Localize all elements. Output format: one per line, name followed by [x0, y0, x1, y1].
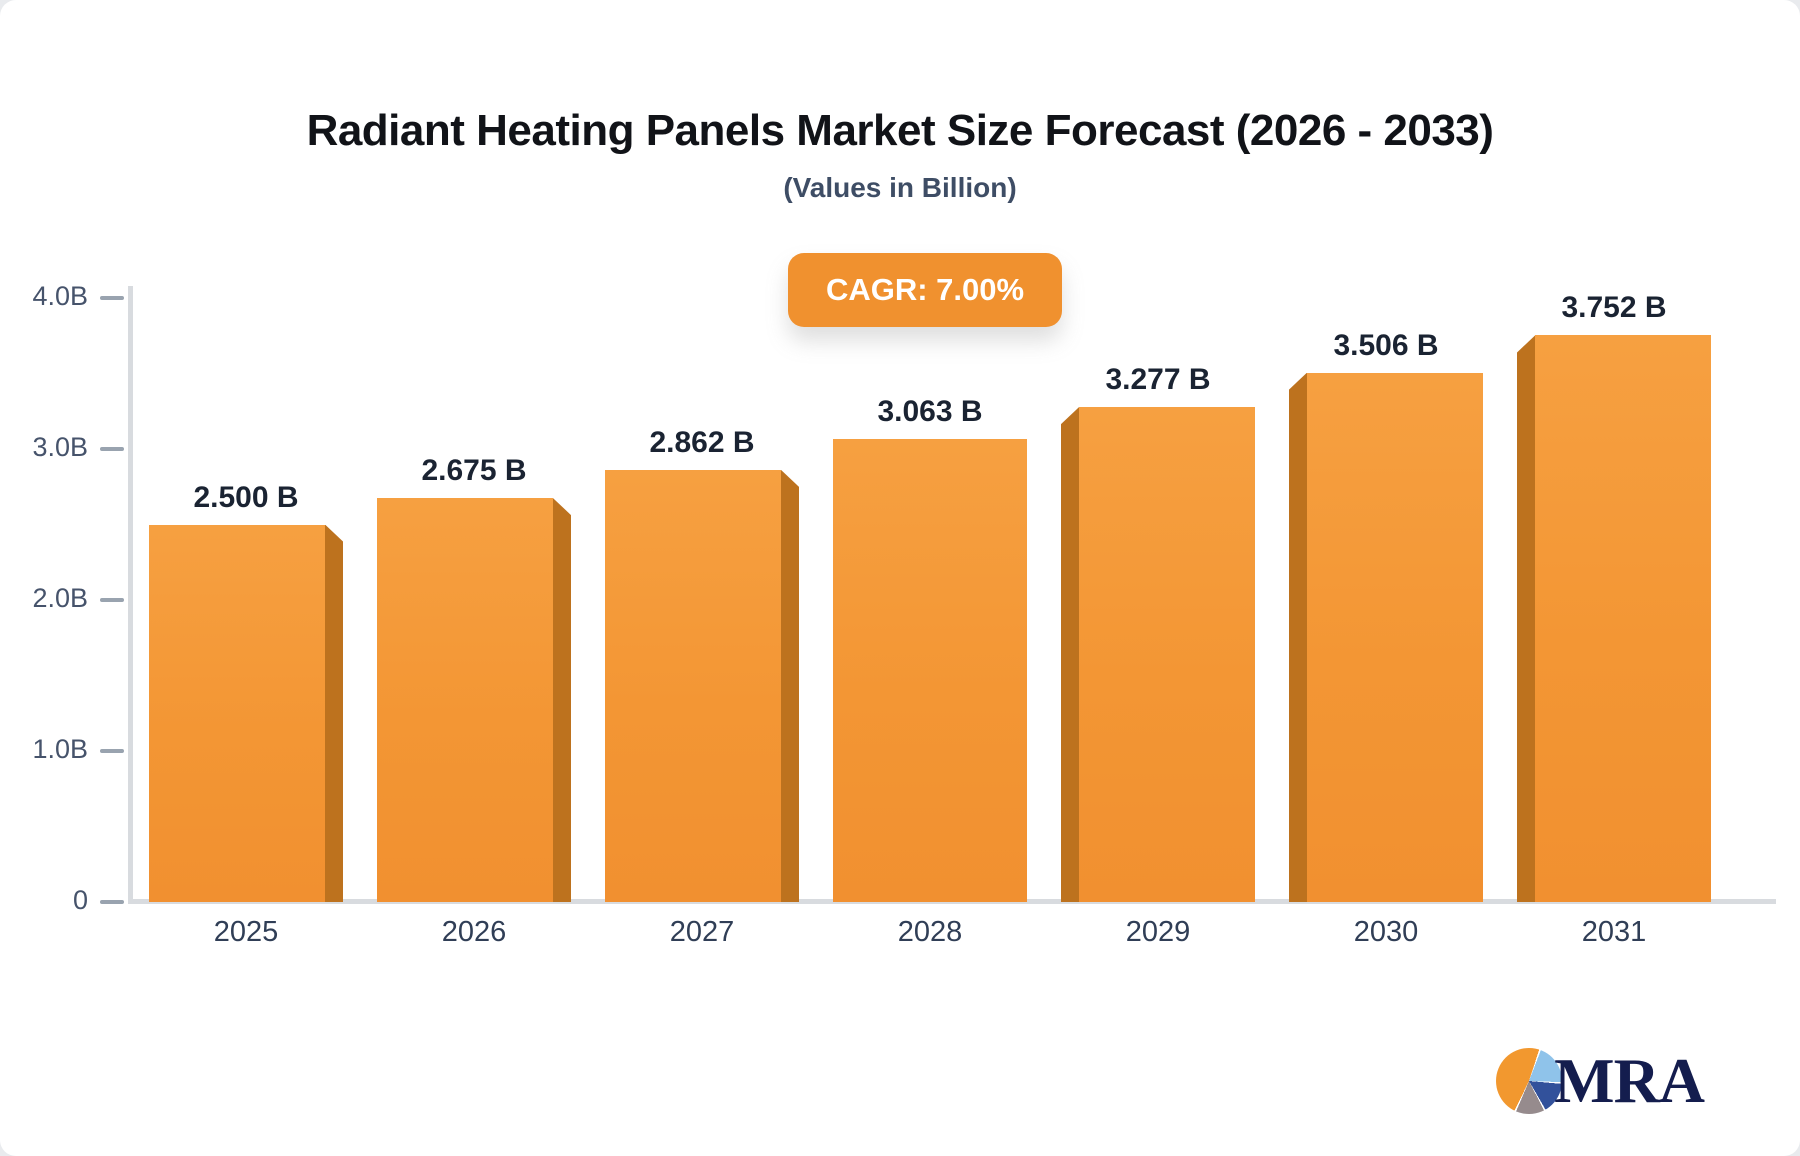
pie-chart-icon: [1496, 1048, 1563, 1114]
x-tick-label: 2025: [213, 916, 279, 948]
bar: [1079, 407, 1255, 902]
y-axis-line: [128, 286, 133, 903]
bar-value-label: 2.675 B: [421, 454, 527, 488]
bar: [833, 439, 1027, 902]
bar: [149, 524, 325, 902]
y-tick-mark: [100, 296, 124, 300]
logo-text: MRA: [1554, 1045, 1705, 1116]
x-tick-label: 2026: [441, 916, 507, 948]
x-tick-label: 2030: [1353, 916, 1419, 948]
chart-title: Radiant Heating Panels Market Size Forec…: [306, 106, 1494, 155]
x-tick-label: 2028: [897, 916, 963, 948]
x-tick-label: 2027: [669, 916, 735, 948]
bar-3d-side-face: [325, 524, 343, 902]
bar: [377, 498, 553, 902]
bar-value-label: 3.063 B: [877, 395, 983, 429]
bar-3d-side-face: [1517, 335, 1535, 902]
bar: [1535, 335, 1711, 902]
x-tick-label: 2029: [1125, 916, 1191, 948]
bar-3d-side-face: [1289, 372, 1307, 902]
chart-subtitle: (Values in Billion): [783, 172, 1017, 203]
y-tick-label: 2.0B: [32, 583, 88, 613]
mra-logo: MRA: [1496, 1045, 1705, 1116]
bar-value-label: 3.277 B: [1105, 363, 1211, 397]
y-tick-label: 1.0B: [32, 734, 88, 764]
bar-3d-side-face: [1061, 407, 1079, 902]
y-tick-mark: [100, 447, 124, 451]
bar-value-label: 3.752 B: [1561, 291, 1667, 325]
y-tick-mark: [100, 749, 124, 753]
cagr-badge: CAGR: 7.00%: [788, 253, 1062, 327]
y-tick-mark: [100, 598, 124, 602]
bar-value-label: 2.862 B: [649, 425, 755, 459]
y-tick-mark: [100, 900, 124, 904]
bar: [1307, 372, 1483, 902]
y-tick-label: 3.0B: [32, 432, 88, 462]
y-tick-label: 4.0B: [32, 281, 88, 311]
bar-value-label: 3.506 B: [1333, 328, 1439, 362]
bar-3d-side-face: [781, 469, 799, 902]
bar-3d-side-face: [553, 498, 571, 902]
x-tick-label: 2031: [1581, 916, 1647, 948]
y-tick-label: 0: [72, 885, 88, 915]
bar-value-label: 2.500 B: [193, 480, 299, 514]
bar: [605, 469, 781, 902]
